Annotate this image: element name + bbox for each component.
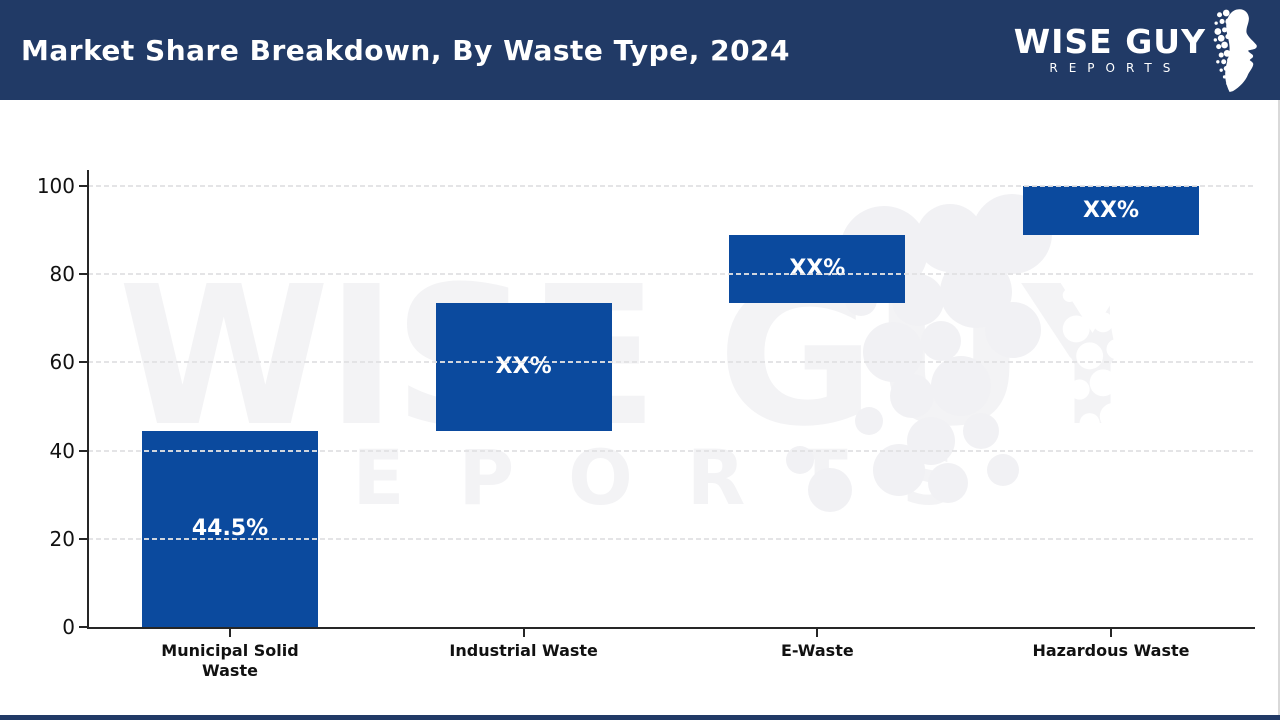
- y-tick-label-20: 20: [49, 526, 75, 551]
- watermark-dot: [808, 468, 852, 512]
- y-axis-line: [87, 170, 89, 629]
- chart-plot-area: WISE GUY REPORTS 44.5% XX% XX% XX% 0 20 40 60 80…: [0, 100, 1280, 720]
- watermark-dot: [931, 356, 991, 416]
- bar-hazardous-waste: XX%: [1023, 186, 1199, 235]
- bar-value-label: XX%: [1083, 197, 1139, 223]
- watermark-dot: [873, 444, 925, 496]
- gridline-y-80: [88, 273, 1255, 276]
- logo-brand-subtitle: REPORTS: [1049, 61, 1182, 76]
- watermark-dot: [928, 463, 968, 503]
- y-tick-label-100: 100: [36, 174, 75, 198]
- page-title: Market Share Breakdown, By Waste Type, 2…: [21, 33, 791, 67]
- x-label-e-waste: E-Waste: [780, 641, 854, 660]
- y-tick-100: [79, 185, 87, 187]
- watermark-face-icon: [1059, 239, 1233, 572]
- bar-value-label: XX%: [495, 354, 552, 380]
- y-tick-label-0: 0: [62, 615, 75, 639]
- y-tick-40: [79, 449, 87, 452]
- x-tick-municipal-solid-waste: [229, 629, 231, 637]
- gridline-y-100: [88, 185, 1255, 187]
- y-tick-80: [79, 273, 87, 276]
- gridline-y-40: [88, 449, 1255, 452]
- wise-guy-reports-logo: WISE GUY REPORTS: [1014, 6, 1266, 94]
- y-tick-label-60: 60: [49, 350, 75, 375]
- bar-e-waste: XX%: [729, 234, 906, 303]
- bar-value-label: XX%: [789, 256, 846, 282]
- watermark-dot: [985, 302, 1041, 358]
- x-label-municipal-solid-waste: Municipal Solid Waste: [161, 641, 299, 680]
- logo-brand-name: WISE GUY: [1013, 21, 1206, 61]
- logo-text: WISE GUY REPORTS: [1013, 21, 1206, 76]
- watermark-dot: [987, 454, 1019, 486]
- watermark-dot: [963, 413, 999, 449]
- bar-value-label: 44.5%: [191, 516, 269, 542]
- x-tick-e-waste: [816, 629, 819, 637]
- gridline-y-60: [88, 361, 1255, 364]
- y-tick-60: [79, 361, 87, 364]
- x-axis-line: [87, 627, 1255, 629]
- y-tick-label-40: 40: [49, 438, 75, 463]
- gridline-y-20: [88, 537, 1255, 540]
- page-right-border: [1278, 100, 1280, 715]
- header-bar: Market Share Breakdown, By Waste Type, 2…: [0, 0, 1280, 100]
- x-tick-industrial-waste: [522, 629, 525, 637]
- bar-industrial-waste: XX%: [435, 302, 612, 431]
- watermark-dot: [890, 374, 934, 418]
- x-tick-hazardous-waste: [1110, 629, 1112, 637]
- watermark-dot: [855, 407, 883, 435]
- y-tick-0: [79, 626, 87, 628]
- watermark-dot: [863, 322, 923, 382]
- x-label-industrial-waste: Industrial Waste: [449, 641, 598, 660]
- bar-municipal-solid-waste: 44.5%: [142, 430, 318, 627]
- x-label-hazardous-waste: Hazardous Waste: [1032, 641, 1190, 660]
- y-tick-label-80: 80: [49, 262, 75, 287]
- watermark-dot: [921, 321, 961, 361]
- footer-accent-bar: [0, 715, 1280, 720]
- face-profile-icon: [1213, 9, 1257, 92]
- y-tick-20: [79, 537, 87, 540]
